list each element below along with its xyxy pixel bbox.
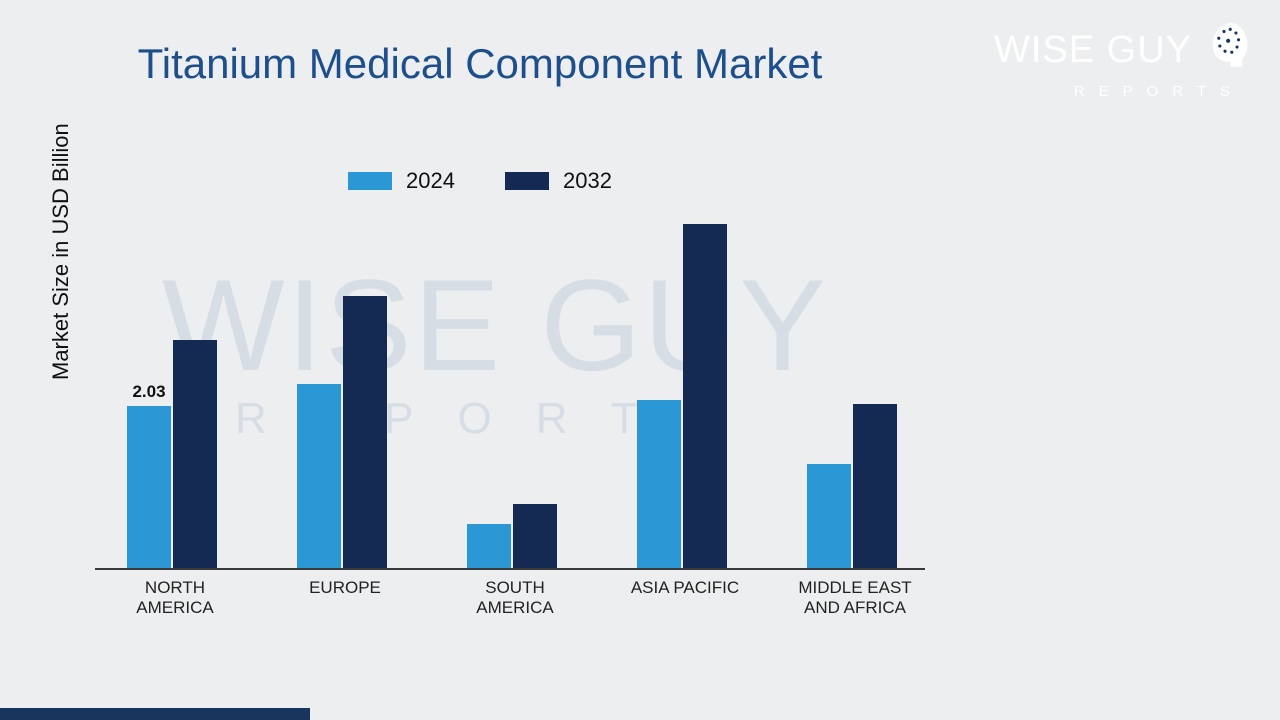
category-label: NORTH AMERICA (115, 578, 235, 619)
bar-2032 (853, 404, 897, 568)
brand-logo-text: WISE GUY (994, 31, 1192, 69)
bar-2024 (297, 384, 341, 568)
category-label: MIDDLE EAST AND AFRICA (795, 578, 915, 619)
chart-title: Titanium Medical Component Market (0, 40, 960, 88)
plot-area: 2.03NORTH AMERICAEUROPESOUTH AMERICAASIA… (95, 170, 925, 570)
brand-logo-main: WISE GUY (994, 20, 1250, 79)
bar-2024 (637, 400, 681, 568)
legend: 2024 2032 (0, 168, 960, 194)
brand-logo-sub: REPORTS (994, 83, 1244, 100)
bar-2032 (683, 224, 727, 568)
category-label: ASIA PACIFIC (625, 578, 745, 598)
category-label: EUROPE (285, 578, 405, 598)
chart-stage: WISE GUY REPORTS Titanium Medical Compon… (0, 0, 1280, 720)
legend-item-2024: 2024 (348, 168, 455, 194)
legend-swatch-2024 (348, 172, 392, 190)
bar-2032 (343, 296, 387, 568)
brand-logo: WISE GUY REPORTS (994, 20, 1250, 100)
category-label: SOUTH AMERICA (455, 578, 575, 619)
legend-swatch-2032 (505, 172, 549, 190)
y-axis-label: Market Size in USD Billion (48, 123, 74, 380)
head-icon (1198, 20, 1250, 79)
bar-2032 (173, 340, 217, 568)
legend-label-2024: 2024 (406, 168, 455, 194)
bottom-accent-bar (0, 708, 310, 720)
legend-label-2032: 2032 (563, 168, 612, 194)
bar-value-label: 2.03 (119, 382, 179, 402)
legend-item-2032: 2032 (505, 168, 612, 194)
x-axis-baseline (95, 568, 925, 570)
bar-2024 (807, 464, 851, 568)
bar-2032 (513, 504, 557, 568)
bar-2024 (127, 406, 171, 568)
bar-2024 (467, 524, 511, 568)
right-panel (960, 0, 1280, 720)
